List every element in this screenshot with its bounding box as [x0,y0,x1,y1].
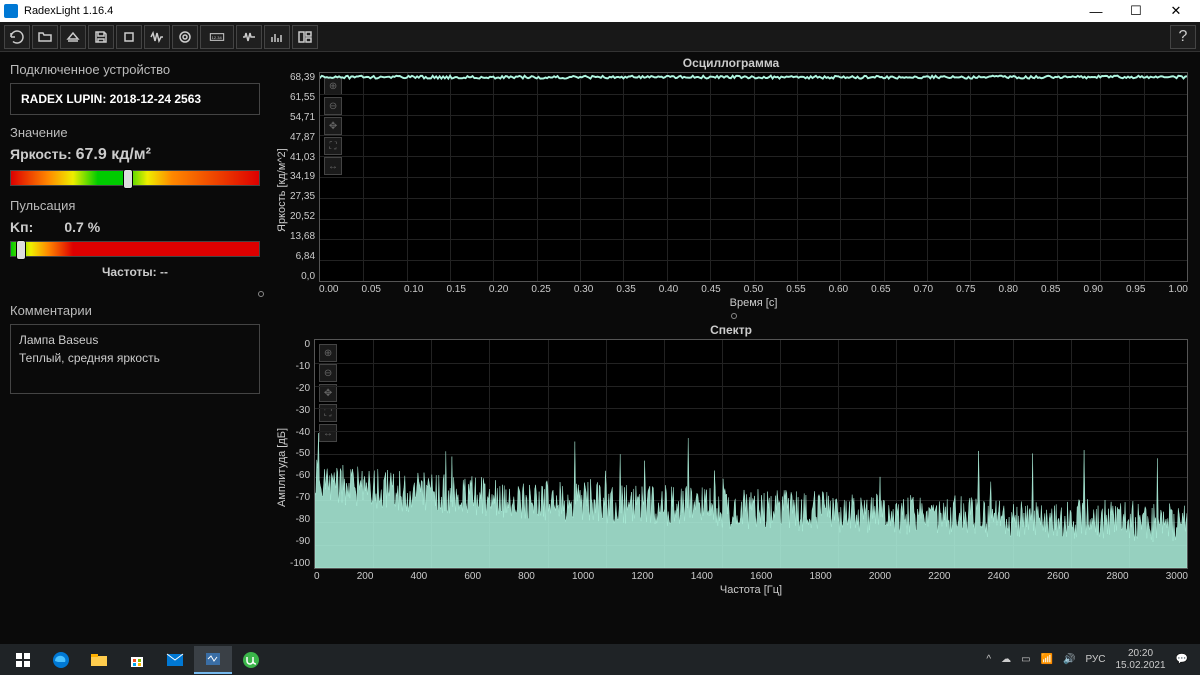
spectrum-plot[interactable]: ⊕ ⊖ ✥ ⛶ ↔ [314,339,1188,569]
system-tray: ^ ☁ ▭ 📶 🔊 РУС 20:20 15.02.2021 💬 [986,648,1196,672]
radexlight-taskbar-icon[interactable] [194,646,232,674]
mail-icon[interactable] [156,646,194,674]
oscillogram-yticks: 68,3961,5554,7147,8741,0334,1927,3520,52… [290,72,319,282]
tray-date: 15.02.2021 [1115,660,1165,672]
brightness-gauge [10,170,260,186]
tray-notifications-icon[interactable]: 💬 [1176,654,1188,665]
brightness-value: 67.9 кд/м² [76,146,151,163]
store-icon[interactable] [118,646,156,674]
spectrum-ylabel: Амплитуда [дБ] [274,339,290,596]
tray-language[interactable]: РУС [1085,654,1105,665]
dot-indicator [731,313,737,319]
kp-row: Kп: 0.7 % [10,219,260,235]
device-name: RADEX LUPIN: 2018-12-24 2563 [10,83,260,115]
tray-chevron-icon[interactable]: ^ [986,654,991,665]
chart-area: Осциллограмма Яркость [кд/м^2] 68,3961,5… [270,52,1200,644]
minimize-button[interactable]: — [1076,4,1116,19]
oscillogram-title: Осциллограмма [274,56,1188,70]
tray-battery-icon[interactable]: ▭ [1021,654,1030,665]
pulse-icon[interactable] [236,25,262,49]
app-icon [4,4,18,18]
kp-marker [16,240,26,260]
bars-icon[interactable] [264,25,290,49]
close-button[interactable]: ✕ [1156,3,1196,19]
maximize-button[interactable]: ☐ [1116,3,1156,19]
tray-time: 20:20 [1115,648,1165,660]
brightness-label: Яркость: [10,146,72,162]
display-icon[interactable]: 12.34 [200,25,234,49]
tray-wifi-icon[interactable]: 📶 [1041,654,1053,665]
spectrum-xlabel: Частота [Гц] [314,584,1188,596]
kp-value: 0.7 % [64,219,100,235]
comments-section-title: Комментарии [10,303,260,318]
spectrum-yticks: 0-10-20-30-40-50-60-70-80-90-100 [290,339,314,569]
device-section-title: Подключенное устройство [10,62,260,77]
window-titlebar: RadexLight 1.16.4 — ☐ ✕ [0,0,1200,22]
comment-box[interactable]: Лампа Baseus Теплый, средняя яркость [10,324,260,394]
eject-icon[interactable] [60,25,86,49]
kp-gauge [10,241,260,257]
tray-clock[interactable]: 20:20 15.02.2021 [1115,648,1165,672]
open-icon[interactable] [32,25,58,49]
brightness-row: Яркость: 67.9 кд/м² [10,146,260,164]
svg-text:12.34: 12.34 [212,35,223,40]
spectrum-title: Спектр [274,323,1188,337]
oscillogram-chart: Осциллограмма Яркость [кд/м^2] 68,3961,5… [274,56,1188,309]
tray-onedrive-icon[interactable]: ☁ [1001,654,1011,665]
start-button[interactable] [4,646,42,674]
tray-volume-icon[interactable]: 🔊 [1063,654,1075,665]
sidebar: Подключенное устройство RADEX LUPIN: 201… [0,52,270,644]
layout-icon[interactable] [292,25,318,49]
value-section-title: Значение [10,125,260,140]
window-title: RadexLight 1.16.4 [24,5,113,17]
comment-line: Теплый, средняя яркость [19,349,251,367]
explorer-icon[interactable] [80,646,118,674]
save-icon[interactable] [88,25,114,49]
frequency-value: Частоты: -- [102,265,168,279]
stop-icon[interactable] [116,25,142,49]
oscillogram-xlabel: Время [с] [319,297,1188,309]
kp-label: Kп: [10,219,33,235]
frequency-row: Частоты: -- [10,265,260,279]
pulsation-section-title: Пульсация [10,198,260,213]
oscillogram-ylabel: Яркость [кд/м^2] [274,72,290,309]
comment-line: Лампа Baseus [19,331,251,349]
utorrent-icon[interactable] [232,646,270,674]
oscillogram-xticks: 0.000.050.100.150.200.250.300.350.400.45… [319,282,1188,295]
spectrum-xticks: 0200400600800100012001400160018002000220… [314,569,1188,582]
gear-icon[interactable] [172,25,198,49]
windows-taskbar: ^ ☁ ▭ 📶 🔊 РУС 20:20 15.02.2021 💬 [0,644,1200,675]
toolbar: 12.34 ? [0,22,1200,52]
brightness-marker [123,169,133,189]
edge-icon[interactable] [42,646,80,674]
wave-icon[interactable] [144,25,170,49]
refresh-icon[interactable] [4,25,30,49]
oscillogram-plot[interactable]: ⊕ ⊖ ✥ ⛶ ↔ [319,72,1188,282]
spectrum-chart: Спектр Амплитуда [дБ] 0-10-20-30-40-50-6… [274,323,1188,596]
dot-indicator [258,291,264,297]
help-button[interactable]: ? [1170,25,1196,49]
